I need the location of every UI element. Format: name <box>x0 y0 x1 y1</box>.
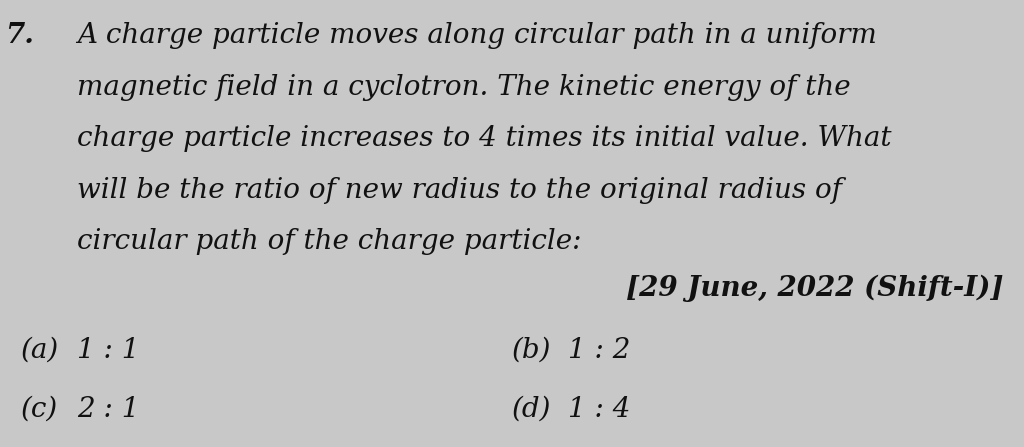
Text: circular path of the charge particle:: circular path of the charge particle: <box>77 228 582 255</box>
Text: [29 June, 2022 (Shift-I)]: [29 June, 2022 (Shift-I)] <box>626 275 1004 302</box>
Text: 1 : 2: 1 : 2 <box>568 337 631 363</box>
Text: 2 : 1: 2 : 1 <box>77 396 139 423</box>
Text: magnetic field in a cyclotron. The kinetic energy of the: magnetic field in a cyclotron. The kinet… <box>77 74 850 101</box>
Text: (b): (b) <box>512 337 552 363</box>
Text: (c): (c) <box>20 396 57 423</box>
Text: A charge particle moves along circular path in a uniform: A charge particle moves along circular p… <box>77 22 877 49</box>
Text: will be the ratio of new radius to the original radius of: will be the ratio of new radius to the o… <box>77 177 842 203</box>
Text: (d): (d) <box>512 396 552 423</box>
Text: charge particle increases to 4 times its initial value. What: charge particle increases to 4 times its… <box>77 125 891 152</box>
Text: 7.: 7. <box>5 22 34 49</box>
Text: 1 : 4: 1 : 4 <box>568 396 631 423</box>
Text: (a): (a) <box>20 337 58 363</box>
Text: 1 : 1: 1 : 1 <box>77 337 139 363</box>
